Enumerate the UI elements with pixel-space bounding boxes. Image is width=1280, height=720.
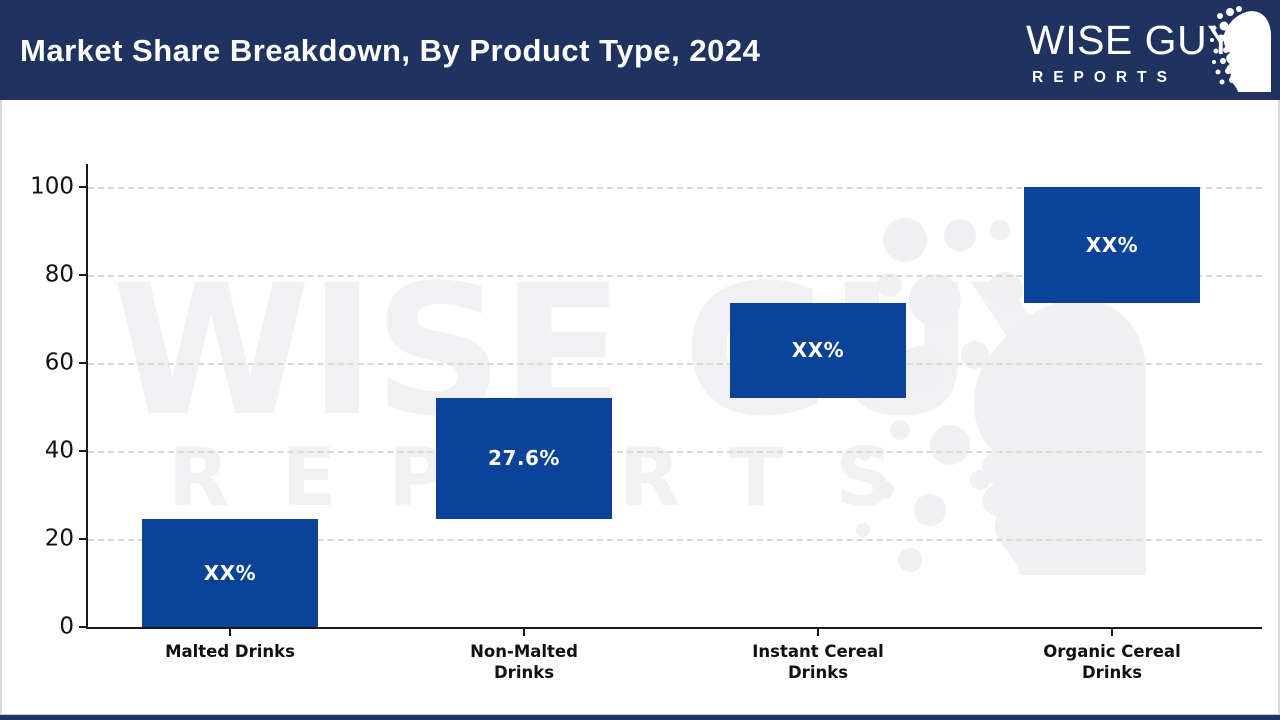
gridline-20 <box>88 539 1262 541</box>
watermark-face-profile <box>974 299 1146 575</box>
x-axis-category-label: Non-Malted Drinks <box>470 642 578 683</box>
left-border <box>0 100 2 720</box>
watermark-face-icon <box>855 218 1146 575</box>
y-axis-tick-mark <box>79 362 87 364</box>
bar-non-malted-drinks: 27.6% <box>436 397 612 520</box>
header-band: Market Share Breakdown, By Product Type,… <box>0 0 1280 100</box>
x-axis-tick-mark <box>817 629 819 636</box>
gridline-40 <box>88 451 1262 453</box>
logo-subtext: REPORTS <box>1032 69 1177 86</box>
y-axis-tick-mark <box>79 274 87 276</box>
y-axis-tick-label: 40 <box>44 437 74 464</box>
footer-band <box>0 715 1280 720</box>
y-axis-tick-label: 60 <box>44 349 74 376</box>
y-axis-tick-mark <box>79 538 87 540</box>
x-axis-category-label: Malted Drinks <box>165 642 295 661</box>
bar-organic-cereal-drinks: XX% <box>1024 187 1200 304</box>
logo-wordmark: WISE GUY <box>1026 17 1235 63</box>
gridline-60 <box>88 363 1262 365</box>
y-axis-tick-label: 80 <box>44 261 74 288</box>
y-axis-tick-label: 20 <box>44 525 74 552</box>
bar-value-label: 27.6% <box>488 446 560 471</box>
bar-value-label: XX% <box>1085 233 1139 258</box>
y-axis-tick-mark <box>79 186 87 188</box>
page-title: Market Share Breakdown, By Product Type,… <box>20 33 761 68</box>
y-axis-line <box>86 164 88 629</box>
bar-instant-cereal-drinks: XX% <box>730 303 906 398</box>
bar-value-label: XX% <box>791 338 845 363</box>
bar-value-label: XX% <box>203 561 257 586</box>
x-axis-category-label: Instant Cereal Drinks <box>752 642 884 683</box>
y-axis-tick-label: 0 <box>59 613 74 640</box>
x-axis-tick-mark <box>229 629 231 636</box>
wiseguy-logo: WISE GUY REPORTS <box>1026 6 1271 92</box>
right-border <box>1278 100 1280 720</box>
y-axis-tick-mark <box>79 450 87 452</box>
bottom-hairline <box>0 714 1280 715</box>
logo-face-icon <box>1210 6 1271 92</box>
y-axis-tick-mark <box>79 626 87 628</box>
gridline-100 <box>88 187 1262 189</box>
x-axis-category-label: Organic Cereal Drinks <box>1043 642 1181 683</box>
bar-malted-drinks: XX% <box>142 519 318 627</box>
gridline-80 <box>88 275 1262 277</box>
x-axis-line <box>86 627 1262 629</box>
y-axis-tick-label: 100 <box>30 173 74 200</box>
x-axis-tick-mark <box>1111 629 1113 636</box>
x-axis-tick-mark <box>523 629 525 636</box>
